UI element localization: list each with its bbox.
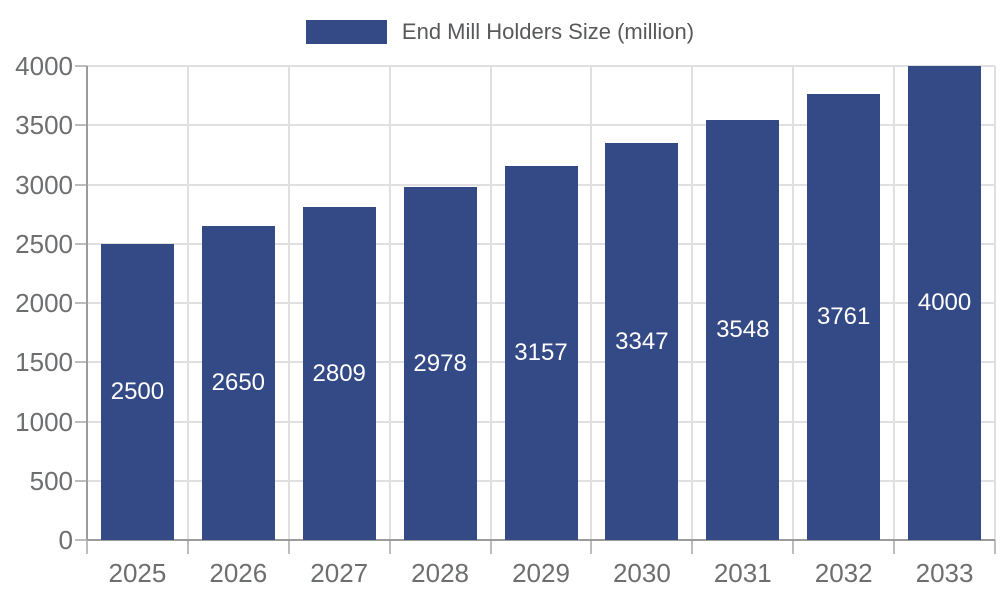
y-axis-tick	[75, 479, 87, 482]
bar: 2978	[403, 187, 477, 540]
x-axis-label: 2025	[108, 558, 167, 588]
x-axis-tick	[893, 540, 896, 554]
bar: 2500	[100, 243, 174, 540]
chart-legend: End Mill Holders Size (million)	[0, 19, 1000, 45]
gridline-x	[590, 66, 593, 540]
bar-value-label: 2500	[110, 377, 165, 405]
bar: 3548	[706, 119, 780, 540]
y-axis-label: 3500	[15, 110, 73, 141]
bar: 2809	[302, 207, 376, 540]
x-axis-label: 2033	[915, 558, 974, 588]
gridline-x	[994, 66, 996, 540]
bar-value-label: 3761	[816, 303, 871, 331]
x-axis-tick	[287, 540, 290, 554]
bar-value-label: 2650	[211, 368, 266, 396]
bar-value-label: 4000	[917, 289, 972, 316]
x-axis-label: 2031	[713, 558, 772, 588]
bar: 2650	[201, 225, 275, 540]
x-axis-tick	[994, 540, 996, 554]
x-axis-line	[87, 539, 995, 541]
gridline-x	[893, 66, 896, 540]
y-axis-tick	[75, 420, 87, 423]
y-axis-tick	[75, 124, 87, 127]
bar-value-label: 3347	[615, 327, 669, 355]
legend-swatch	[305, 20, 387, 44]
bar-value-label: 2809	[312, 359, 366, 387]
y-axis-label: 0	[58, 525, 73, 555]
x-axis-label: 2029	[512, 558, 570, 588]
y-axis-tick	[75, 539, 87, 541]
bar-value-label: 3548	[716, 315, 770, 343]
y-axis-tick	[75, 183, 87, 186]
y-axis-tick	[75, 242, 87, 245]
x-axis-tick	[792, 540, 795, 554]
y-axis-label: 2500	[15, 228, 73, 259]
y-axis-tick	[75, 361, 87, 364]
y-axis-line	[86, 66, 88, 540]
x-axis-tick	[691, 540, 694, 554]
x-axis-label: 2027	[310, 558, 369, 588]
bar: 3761	[807, 94, 881, 540]
y-axis-label: 1000	[15, 406, 73, 437]
x-axis-label: 2030	[612, 558, 671, 588]
y-axis-label: 1500	[15, 347, 73, 378]
x-axis-label: 2026	[209, 558, 268, 588]
gridline-y	[87, 124, 995, 127]
x-axis-tick	[489, 540, 492, 554]
gridline-y	[87, 65, 995, 67]
y-axis-label: 500	[29, 465, 73, 496]
y-axis-label: 3000	[15, 169, 73, 200]
bar: 3347	[605, 143, 679, 540]
bar: 3157	[504, 165, 578, 540]
gridline-x	[186, 66, 189, 540]
bar: 4000	[908, 66, 982, 540]
y-axis-tick	[75, 65, 87, 67]
legend-label: End Mill Holders Size (million)	[401, 19, 695, 44]
x-axis-tick	[186, 540, 189, 554]
gridline-x	[287, 66, 290, 540]
y-axis-label: 4000	[15, 51, 73, 81]
gridline-x	[388, 66, 391, 540]
x-axis-label: 2032	[814, 558, 873, 588]
gridline-x	[489, 66, 492, 540]
bar-value-label: 3157	[514, 338, 568, 366]
x-axis-label: 2028	[411, 558, 470, 588]
bar-value-label: 2978	[413, 349, 467, 377]
y-axis-tick	[75, 302, 87, 304]
y-axis-label: 2000	[15, 288, 73, 318]
x-axis-tick	[86, 540, 88, 554]
gridline-x	[691, 66, 694, 540]
x-axis-tick	[388, 540, 391, 554]
gridline-x	[792, 66, 795, 540]
x-axis-tick	[590, 540, 593, 554]
